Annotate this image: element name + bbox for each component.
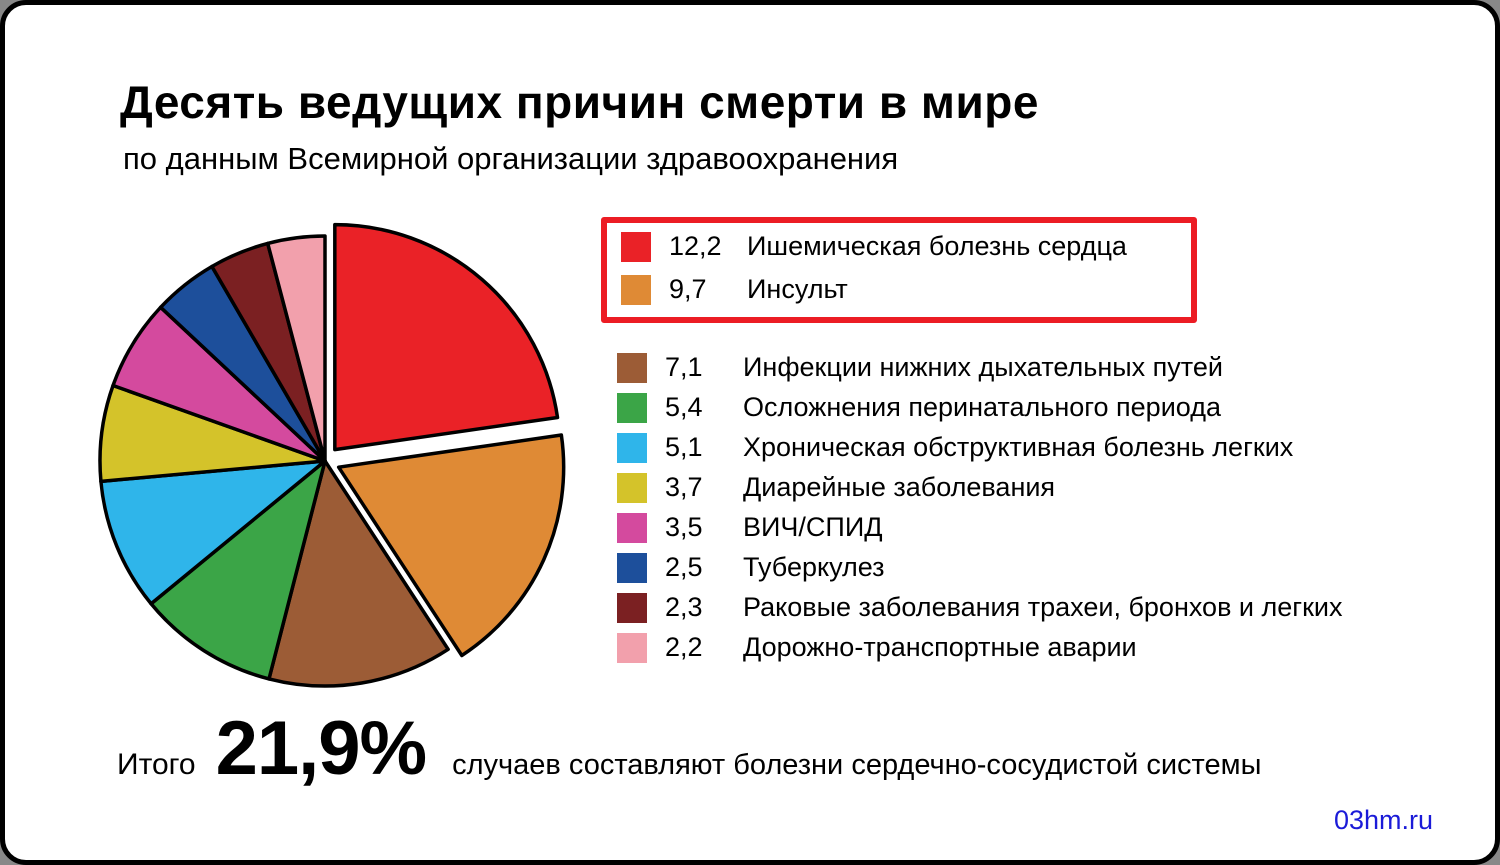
legend-row: 2,2 Дорожно-транспортные аварии (617, 632, 1437, 663)
legend-value: 12,2 (669, 231, 722, 261)
legend-highlight-box: 12,2 Ишемическая болезнь сердца 9,7 Инсульт (601, 217, 1197, 323)
legend-color-swatch (617, 392, 647, 423)
legend-label: Туберкулез (743, 552, 885, 582)
page-title: Десять ведущих причин смерти в мире (120, 76, 1039, 128)
watermark: 03hm.ru (1333, 805, 1433, 835)
legend-row: 5,1 Хроническая обструктивная болезнь лег… (617, 432, 1437, 463)
footer-prefix: Итого (117, 748, 196, 781)
legend-color-swatch (621, 231, 651, 262)
legend-color-swatch (617, 552, 647, 583)
legend-row: 3,7 Диарейные заболевания (617, 472, 1437, 503)
legend-label: Диарейные заболевания (743, 472, 1056, 502)
legend-color-swatch (621, 274, 651, 305)
legend-label: Осложнения перинатального периода (743, 392, 1221, 422)
legend-label: Инсульт (747, 274, 848, 304)
legend-label: Дорожно-транспортные аварии (743, 632, 1137, 662)
pie-slice-2 (336, 433, 566, 658)
legend-row: 9,7 Инсульт (621, 274, 1177, 305)
legend-color-swatch (617, 512, 647, 543)
pie-slice-5 (99, 459, 327, 606)
footer-suffix: случаев составляют болезни сердечно-сосу… (452, 749, 1262, 781)
legend-label: Хроническая обструктивная болезнь легких (743, 432, 1294, 462)
legend-label: Раковые заболевания трахеи, бронхов и ле… (743, 592, 1343, 622)
legend-highlight-rows: 12,2 Ишемическая болезнь сердца 9,7 Инсульт (621, 231, 1177, 305)
pie-slice-3 (267, 459, 450, 688)
legend-row: 2,5 Туберкулез (617, 552, 1437, 583)
legend-value: 2,3 (665, 592, 703, 622)
legend-row: 7,1 Инфекции нижних дыхательных путей (617, 352, 1437, 383)
legend-row: 3,5 ВИЧ/СПИД (617, 512, 1437, 543)
pie-slice-10 (265, 234, 327, 463)
legend-value: 3,7 (665, 472, 703, 502)
pie-chart (98, 222, 566, 688)
legend-value: 9,7 (669, 274, 707, 304)
legend-label: Инфекции нижних дыхательных путей (743, 352, 1223, 382)
legend-color-swatch (617, 472, 647, 503)
legend-value: 5,1 (665, 432, 703, 462)
legend-label: ВИЧ/СПИД (743, 512, 883, 542)
legend-value: 5,4 (665, 392, 703, 422)
legend-row: 5,4 Осложнения перинатального периода (617, 392, 1437, 423)
legend-value: 3,5 (665, 512, 703, 542)
legend-value: 7,1 (665, 352, 703, 382)
footer: Итого 21,9% случаев составляют болезни с… (117, 705, 1261, 792)
legend-row: 12,2 Ишемическая болезнь сердца (621, 231, 1177, 262)
legend-rest-rows: 7,1 Инфекции нижних дыхательных путей 5,4 О… (617, 352, 1437, 672)
legend-color-swatch (617, 352, 647, 383)
legend-value: 2,5 (665, 552, 703, 582)
pie-slice-4 (149, 459, 327, 681)
page-subtitle: по данным Всемирной организации здравоох… (123, 141, 899, 176)
legend-label: Ишемическая болезнь сердца (747, 231, 1127, 261)
legend-color-swatch (617, 632, 647, 663)
footer-percent: 21,9% (215, 706, 427, 791)
legend-color-swatch (617, 592, 647, 623)
legend-value: 2,2 (665, 632, 703, 662)
pie-slice-1 (333, 222, 560, 452)
legend-row: 2,3 Раковые заболевания трахеи, бронхов и… (617, 592, 1437, 623)
legend-color-swatch (617, 432, 647, 463)
